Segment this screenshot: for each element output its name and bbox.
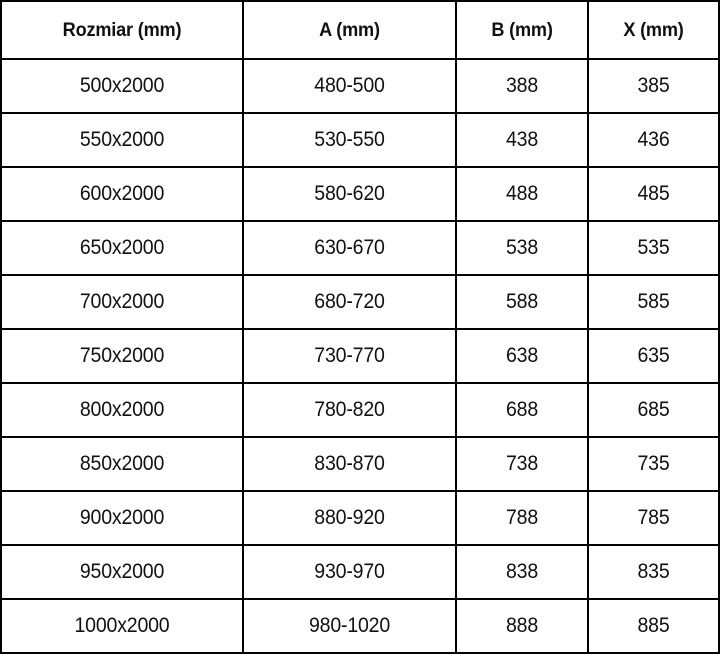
- table-body: 500x2000 480-500 388 385 550x2000 530-55…: [1, 58, 719, 654]
- cell-x: 685: [591, 382, 716, 438]
- cell-a: 530-550: [249, 112, 450, 168]
- cell-size: 800x2000: [8, 382, 236, 438]
- table-row: 1000x2000 980-1020 888 885: [1, 598, 719, 654]
- table-row: 950x2000 930-970 838 835: [1, 544, 719, 600]
- cell-b: 688: [459, 382, 585, 438]
- cell-size: 1000x2000: [8, 598, 236, 654]
- cell-b: 788: [459, 490, 585, 546]
- table-row: 500x2000 480-500 388 385: [1, 58, 719, 114]
- cell-x: 436: [591, 112, 716, 168]
- cell-size: 950x2000: [8, 544, 236, 600]
- table-row: 550x2000 530-550 438 436: [1, 112, 719, 168]
- cell-size: 850x2000: [8, 436, 236, 492]
- table-row: 800x2000 780-820 688 685: [1, 382, 719, 438]
- cell-size: 650x2000: [8, 220, 236, 276]
- table-row: 900x2000 880-920 788 785: [1, 490, 719, 546]
- cell-b: 838: [459, 544, 585, 600]
- cell-x: 535: [591, 220, 716, 276]
- cell-x: 485: [591, 166, 716, 222]
- table-row: 650x2000 630-670 538 535: [1, 220, 719, 276]
- cell-size: 600x2000: [8, 166, 236, 222]
- cell-b: 538: [459, 220, 585, 276]
- cell-a: 930-970: [249, 544, 450, 600]
- cell-size: 700x2000: [8, 274, 236, 330]
- cell-b: 438: [459, 112, 585, 168]
- cell-x: 735: [591, 436, 716, 492]
- cell-a: 830-870: [249, 436, 450, 492]
- cell-x: 885: [591, 598, 716, 654]
- table-row: 600x2000 580-620 488 485: [1, 166, 719, 222]
- cell-a: 780-820: [249, 382, 450, 438]
- cell-size: 550x2000: [8, 112, 236, 168]
- cell-b: 488: [459, 166, 585, 222]
- cell-a: 730-770: [249, 328, 450, 384]
- table-row: 700x2000 680-720 588 585: [1, 274, 719, 330]
- cell-b: 388: [459, 58, 585, 114]
- column-header-size: Rozmiar (mm): [8, 0, 236, 60]
- cell-size: 750x2000: [8, 328, 236, 384]
- cell-a: 630-670: [249, 220, 450, 276]
- cell-a: 480-500: [249, 58, 450, 114]
- cell-b: 888: [459, 598, 585, 654]
- cell-b: 588: [459, 274, 585, 330]
- cell-a: 680-720: [249, 274, 450, 330]
- cell-a: 880-920: [249, 490, 450, 546]
- cell-x: 635: [591, 328, 716, 384]
- cell-size: 900x2000: [8, 490, 236, 546]
- table-row: 850x2000 830-870 738 735: [1, 436, 719, 492]
- cell-a: 580-620: [249, 166, 450, 222]
- cell-b: 738: [459, 436, 585, 492]
- cell-b: 638: [459, 328, 585, 384]
- table-header-row: Rozmiar (mm) A (mm) B (mm) X (mm): [1, 0, 719, 60]
- column-header-x: X (mm): [591, 0, 716, 60]
- cell-a: 980-1020: [249, 598, 450, 654]
- cell-x: 785: [591, 490, 716, 546]
- column-header-a: A (mm): [249, 0, 450, 60]
- table-header: Rozmiar (mm) A (mm) B (mm) X (mm): [1, 0, 719, 60]
- cell-x: 835: [591, 544, 716, 600]
- column-header-b: B (mm): [459, 0, 585, 60]
- cell-size: 500x2000: [8, 58, 236, 114]
- cell-x: 585: [591, 274, 716, 330]
- cell-x: 385: [591, 58, 716, 114]
- table-row: 750x2000 730-770 638 635: [1, 328, 719, 384]
